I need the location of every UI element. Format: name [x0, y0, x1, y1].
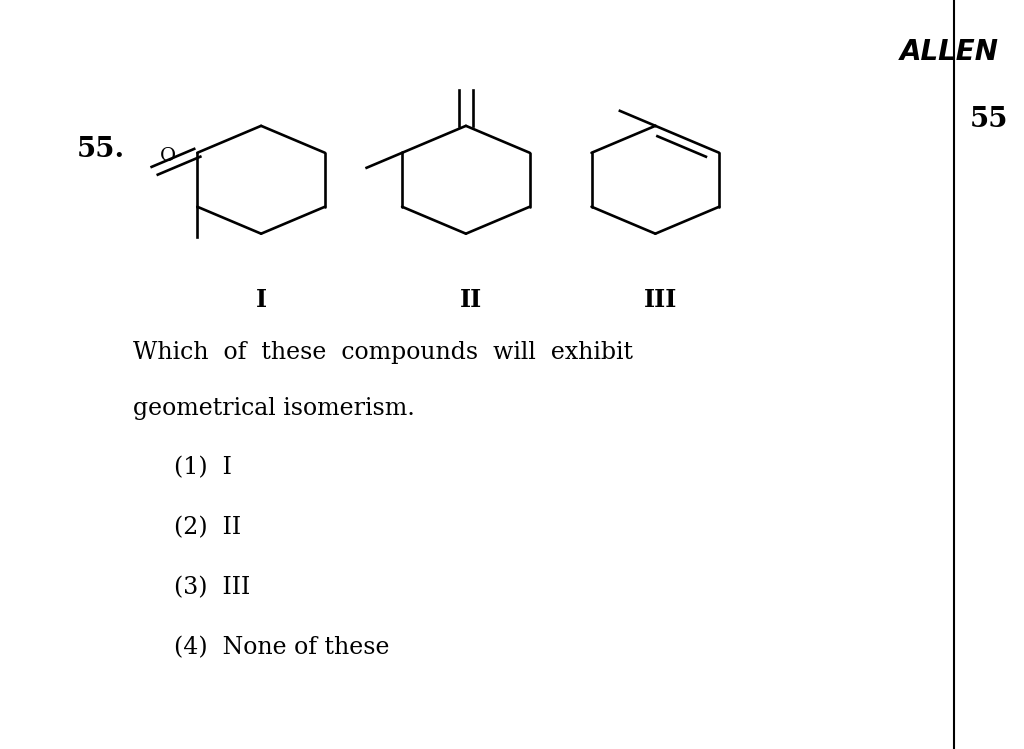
Text: I: I	[256, 288, 266, 312]
Text: II: II	[460, 288, 482, 312]
Text: 55: 55	[970, 106, 1009, 133]
Text: ALLEN: ALLEN	[899, 38, 998, 67]
Text: 55.: 55.	[77, 136, 125, 163]
Text: O: O	[160, 147, 176, 165]
Text: (3)  III: (3) III	[174, 577, 250, 599]
Text: (4)  None of these: (4) None of these	[174, 637, 389, 659]
Text: (2)  II: (2) II	[174, 517, 242, 539]
Text: Which  of  these  compounds  will  exhibit: Which of these compounds will exhibit	[133, 341, 633, 363]
Text: (1)  I: (1) I	[174, 457, 232, 479]
Text: geometrical isomerism.: geometrical isomerism.	[133, 397, 415, 419]
Text: III: III	[644, 288, 677, 312]
